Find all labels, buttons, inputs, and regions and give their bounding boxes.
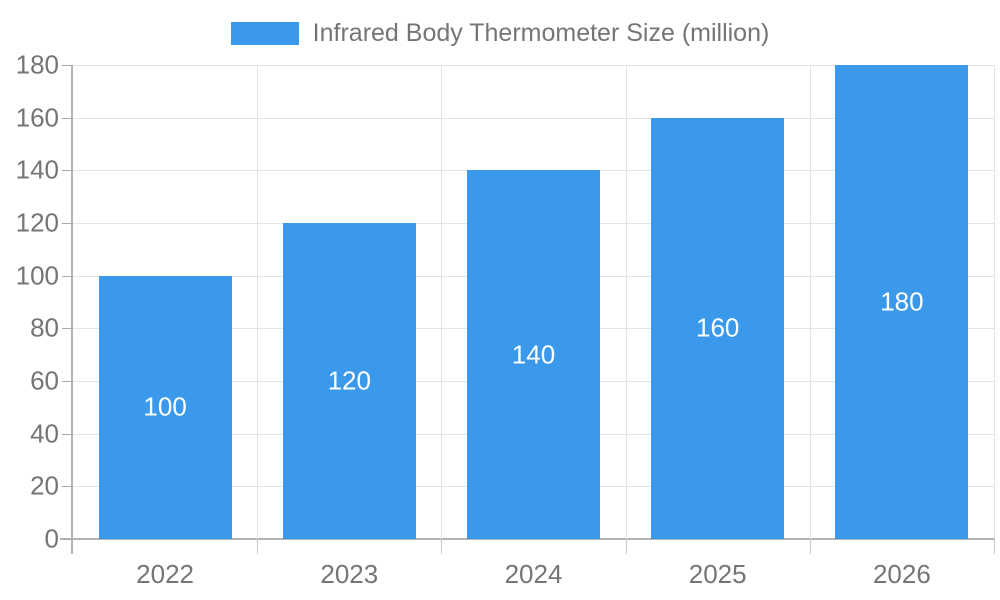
x-tick-mark [625, 539, 627, 554]
y-tick-mark [62, 486, 73, 488]
y-tick-mark [62, 328, 73, 330]
x-tick-mark [809, 539, 811, 554]
y-tick-label: 40 [30, 418, 59, 449]
v-gridline [625, 65, 627, 539]
x-tick-label: 2025 [688, 559, 747, 589]
y-tick-mark [62, 381, 73, 382]
y-tick-label: 140 [15, 154, 59, 185]
x-tick-mark [441, 539, 443, 554]
plot-area: 0 20 40 60 80 100 120 140 160 180 100 2022 120 2023 14… [16, 50, 995, 589]
y-tick-label: 20 [30, 470, 59, 501]
bar[interactable]: 180 [835, 65, 969, 539]
legend-label: Infrared Body Thermometer Size (million) [312, 19, 770, 47]
v-gridline [994, 65, 995, 539]
y-tick-label: 100 [15, 260, 59, 291]
y-tick-label: 120 [15, 207, 59, 238]
y-tick-label: 0 [44, 523, 59, 554]
x-axis-line [60, 538, 994, 540]
x-tick-label: 2026 [872, 559, 931, 589]
bar-value-label: 100 [143, 391, 187, 422]
legend-item[interactable]: Infrared Body Thermometer Size (million) [230, 19, 770, 48]
y-tick-label: 180 [15, 49, 59, 80]
x-tick-label: 2022 [136, 559, 195, 589]
v-gridline [441, 65, 443, 539]
bar[interactable]: 140 [467, 170, 600, 539]
y-axis-line [71, 65, 73, 554]
y-tick-mark [62, 539, 73, 540]
y-tick-mark [62, 65, 73, 66]
y-tick-label: 80 [30, 312, 59, 343]
y-tick-mark [62, 223, 73, 224]
x-tick-mark [257, 539, 259, 554]
y-tick-label: 60 [30, 365, 59, 396]
x-tick-label: 2024 [504, 559, 563, 589]
h-gridline [73, 117, 994, 119]
bar[interactable]: 160 [651, 117, 785, 539]
x-tick-label: 2023 [320, 559, 379, 589]
bar-value-label: 140 [511, 339, 556, 370]
y-tick-mark [62, 433, 73, 435]
v-gridline [257, 65, 259, 539]
v-gridline [809, 65, 811, 539]
y-tick-mark [62, 117, 73, 119]
x-tick-mark [994, 539, 995, 554]
bar[interactable]: 100 [98, 275, 232, 539]
h-gridline [73, 65, 994, 66]
bar[interactable]: 120 [282, 223, 416, 539]
y-tick-mark [62, 275, 73, 277]
legend-swatch [230, 22, 299, 45]
bar-value-label: 160 [695, 312, 740, 343]
bar-value-label: 180 [880, 286, 924, 317]
bar-value-label: 120 [327, 365, 371, 396]
y-tick-label: 160 [15, 102, 59, 133]
y-tick-mark [62, 170, 73, 172]
legend: Infrared Body Thermometer Size (million) [0, 19, 1000, 48]
